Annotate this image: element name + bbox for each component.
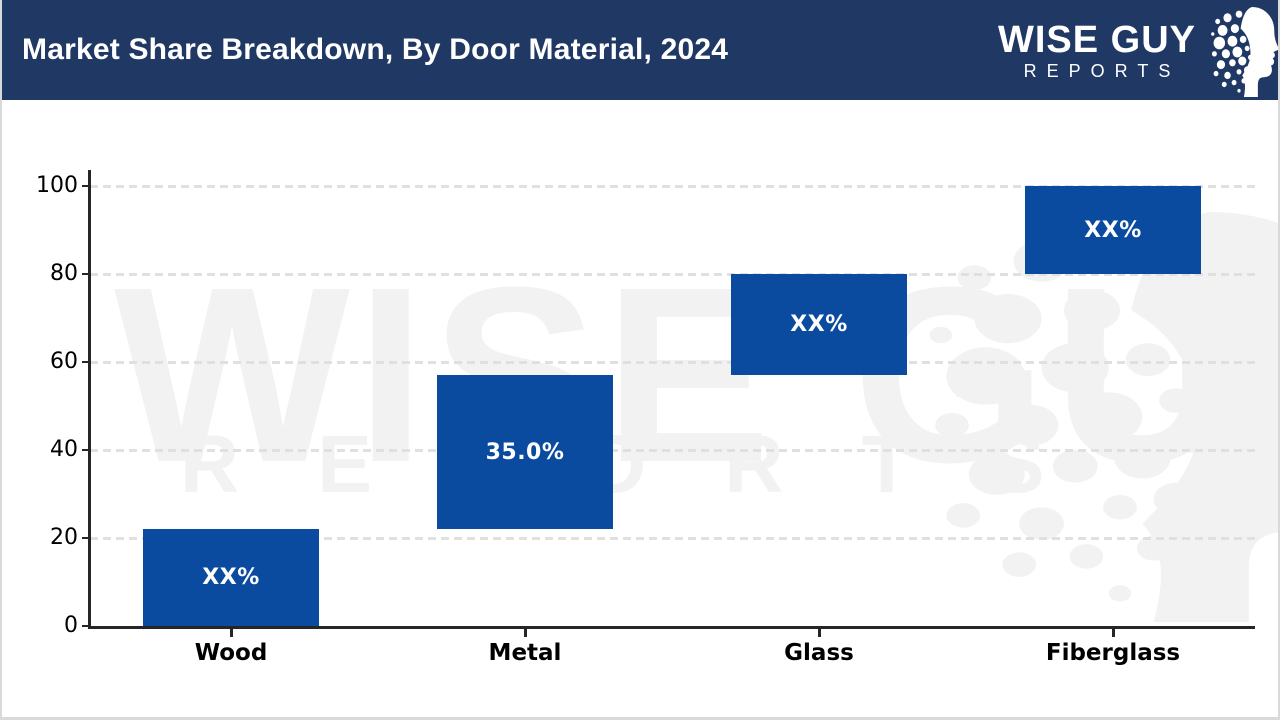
bar-value-label-fiberglass: XX% [1084,217,1142,243]
gridline-60 [90,361,1255,364]
y-tick-mark-100 [82,185,90,187]
x-axis-label-fiberglass: Fiberglass [1045,640,1181,666]
page-title: Market Share Breakdown, By Door Material… [22,33,729,66]
x-tick-mark-metal [524,629,527,637]
y-tick-mark-80 [82,273,90,275]
bar-fiberglass: XX% [1025,186,1201,274]
gridline-20 [90,537,1255,540]
bar-value-label-wood: XX% [202,565,260,591]
x-tick-mark-fiberglass [1112,629,1115,637]
y-tick-mark-60 [82,361,90,363]
bar-value-label-glass: XX% [790,312,848,338]
wise-guy-logo: WISE GUY REPORTS [998,6,1278,98]
x-axis-label-glass: Glass [784,640,854,666]
logo-subtext: REPORTS [1023,60,1181,81]
y-tick-label-60: 60 [50,349,78,374]
x-axis [88,626,1255,629]
y-tick-label-80: 80 [50,261,78,286]
y-tick-label-0: 0 [64,613,78,638]
x-tick-mark-wood [230,629,233,637]
gridline-40 [90,449,1255,452]
x-axis-label-metal: Metal [488,640,562,666]
bar-metal: 35.0% [437,375,613,530]
x-tick-mark-glass [818,629,821,637]
header: Market Share Breakdown, By Door Material… [2,0,1278,100]
gridline-80 [90,273,1255,276]
bar-value-label-metal: 35.0% [485,439,565,465]
logo-wordmark: WISE GUY [997,18,1196,61]
x-axis-label-wood: Wood [194,640,268,666]
bar-glass: XX% [731,274,907,376]
bar-wood: XX% [143,529,319,626]
y-tick-mark-40 [82,449,90,451]
logo-text: WISE GUY REPORTS [998,20,1196,81]
y-tick-label-20: 20 [50,525,78,550]
y-tick-label-40: 40 [50,437,78,462]
head-profile-icon [1198,7,1278,97]
y-tick-label-100: 100 [36,173,78,198]
y-tick-mark-20 [82,537,90,539]
y-tick-mark-0 [82,625,90,627]
gridline-100 [90,185,1255,188]
y-axis [88,170,91,629]
